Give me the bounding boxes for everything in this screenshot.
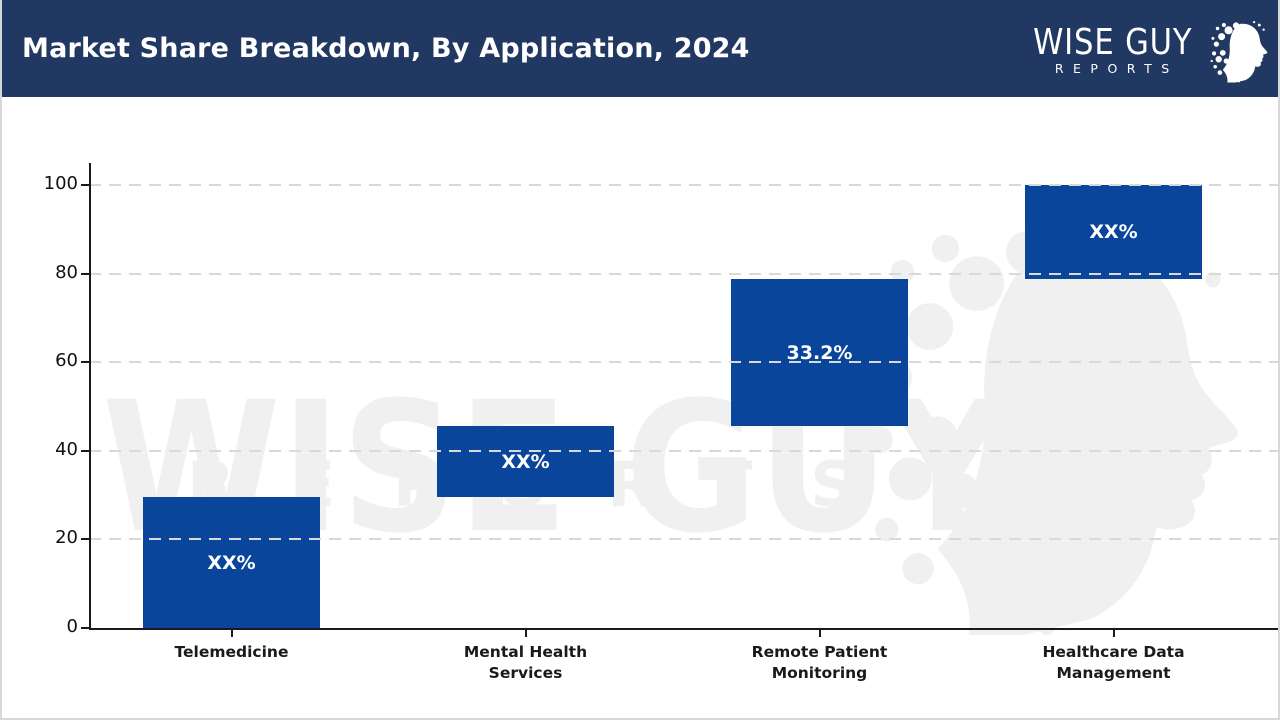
gridline-80	[89, 272, 1278, 275]
x-axis-label-healthcare-data-management: Healthcare Data Management	[1042, 643, 1185, 682]
gridline-100	[89, 184, 1278, 186]
x-axis-line	[89, 628, 1278, 630]
x-axis-label-mental-health-services: Mental Health Services	[463, 643, 588, 682]
bar-mental-health-services: XX%	[437, 426, 614, 498]
x-tick-healthcare-data-management	[1112, 630, 1115, 637]
brand-wordmark: WISE GUY	[1032, 21, 1192, 63]
gridline-20	[89, 538, 1278, 541]
x-axis-label-telemedicine: Telemedicine	[174, 643, 289, 661]
gridline-40	[89, 449, 1278, 452]
bar-value-label: XX%	[501, 450, 550, 473]
bar-healthcare-data-management: XX%	[1025, 185, 1202, 280]
bar-remote-patient-monitoring: 33.2%	[731, 279, 908, 427]
bar-telemedicine: XX%	[143, 497, 320, 628]
y-tick-20	[81, 538, 89, 541]
brand-text: WISE GUY REPORTS	[1019, 22, 1207, 76]
y-axis-line	[89, 163, 91, 630]
bottom-divider	[2, 718, 1278, 720]
wiseguy-head-icon	[1210, 20, 1268, 82]
brand-logo: WISE GUY REPORTS	[1019, 0, 1269, 97]
y-tick-60	[81, 361, 89, 364]
y-tick-100	[81, 184, 89, 186]
gridline-60	[89, 361, 1278, 364]
y-tick-40	[81, 449, 89, 452]
x-axis-label-remote-patient-monitoring: Remote Patient Monitoring	[751, 643, 888, 682]
y-tick-0	[81, 627, 89, 629]
y-axis-label-40: 40	[55, 438, 78, 460]
y-axis-label-60: 60	[55, 350, 78, 372]
bar-value-label: XX%	[207, 551, 256, 574]
x-tick-remote-patient-monitoring	[818, 630, 821, 637]
y-axis-label-80: 80	[55, 261, 78, 283]
y-tick-80	[81, 272, 89, 275]
x-tick-telemedicine	[230, 630, 233, 637]
y-axis-label-20: 20	[55, 527, 78, 549]
waterfall-chart: WISE GUY REPORTS XX%XX%33.2%XX%020406080…	[2, 97, 1278, 718]
bar-value-label: XX%	[1089, 221, 1138, 244]
bar-value-label: 33.2%	[786, 341, 853, 364]
x-tick-mental-health-services	[524, 630, 527, 637]
y-axis-label-100: 100	[43, 173, 78, 194]
y-axis-label-0: 0	[66, 616, 78, 637]
header-bar: Market Share Breakdown, By Application, …	[2, 0, 1278, 97]
page-title: Market Share Breakdown, By Application, …	[22, 33, 750, 64]
brand-subtext: REPORTS	[1054, 60, 1179, 76]
